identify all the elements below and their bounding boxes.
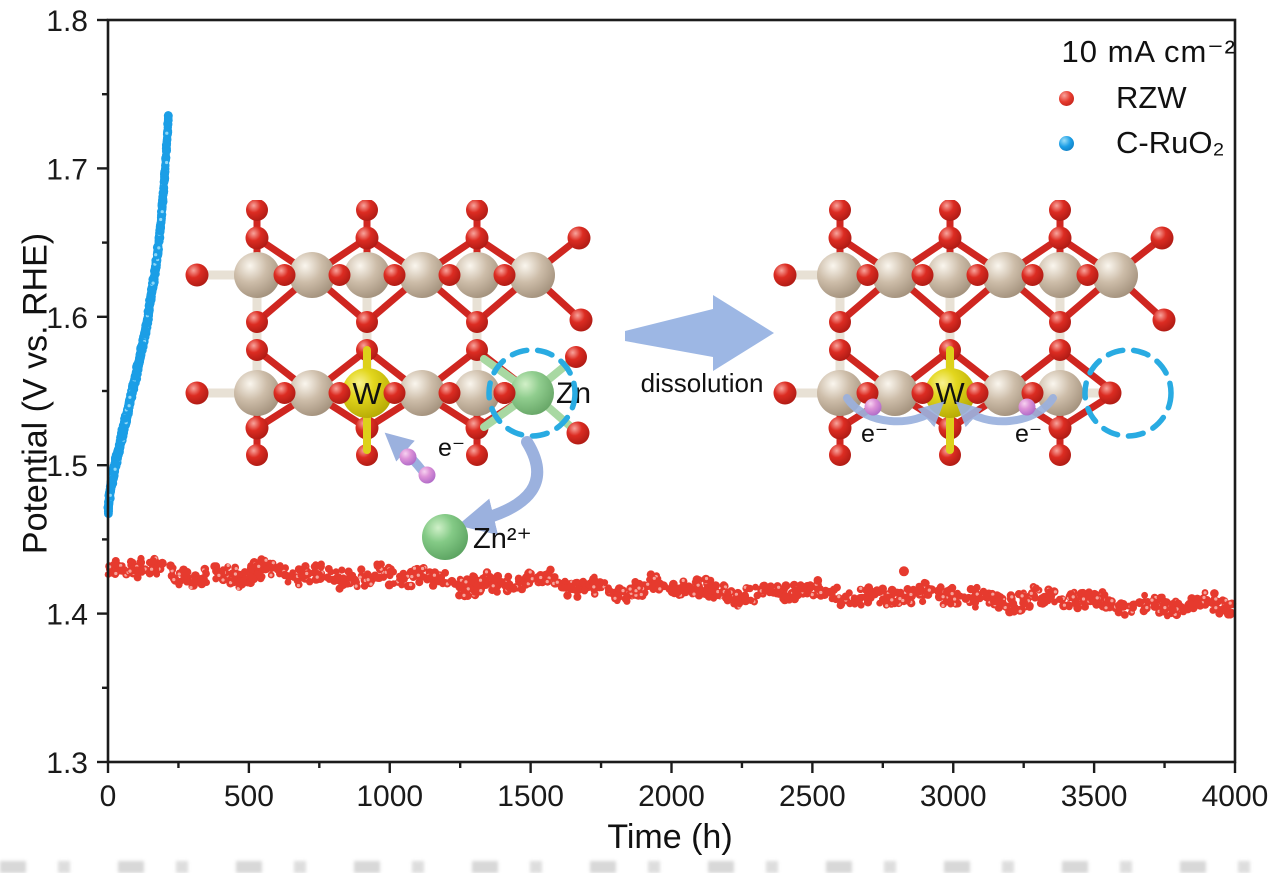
ru-atom [872, 252, 918, 298]
svg-text:3500: 3500 [1061, 780, 1128, 813]
electron-ball [418, 466, 436, 484]
electron-label: e⁻ [861, 420, 888, 448]
legend-entry-rzw: RZW [1057, 80, 1236, 115]
x-axis-title: Time (h) [607, 818, 733, 856]
ru-atom [927, 252, 973, 298]
ru-atom [982, 370, 1028, 416]
cruo2-label: C-RuO₂ [1116, 125, 1225, 160]
outlier-point [898, 566, 909, 577]
electron-ball [864, 398, 882, 416]
dissolution-arrow-icon [625, 295, 774, 371]
ru-atom [817, 252, 863, 298]
electron-ball [1018, 398, 1036, 416]
cropped-caption-strip [0, 861, 1280, 873]
svg-text:1000: 1000 [356, 780, 423, 813]
rzw-label: RZW [1116, 80, 1187, 115]
electron-arc-left [843, 394, 945, 428]
svg-text:1.3: 1.3 [46, 747, 88, 780]
crystal-structure-with-zn: W Zne⁻Zn²⁺ [185, 200, 593, 560]
zn-site-dashed-circle [486, 347, 578, 439]
legend: 10 mA cm⁻² RZW C-RuO₂ [1057, 34, 1236, 160]
ru-atom [344, 252, 390, 298]
zn-ion-label: Zn²⁺ [473, 523, 532, 555]
series-rzw [104, 554, 1237, 620]
ru-atom [234, 252, 280, 298]
rzw-marker-icon [1059, 90, 1074, 106]
y-axis-title: Potential (V vs. RHE) [16, 232, 55, 555]
zn-vacancy-dashed-circle [1082, 347, 1174, 439]
svg-text:4000: 4000 [1202, 780, 1269, 813]
w-atom [342, 368, 392, 418]
electron-label: e⁻ [438, 434, 465, 462]
series-cruo [103, 111, 173, 518]
ru-atom [1092, 252, 1138, 298]
axis-ticks [97, 18, 1237, 773]
ru-atom [234, 370, 280, 416]
electron-hopping-overlay: e⁻ e⁻ [843, 394, 1057, 448]
zn-atom [510, 371, 554, 415]
tick-labels: 0 500 1000 1500 2000 2500 3000 3500 4000 1.3 1.4 1.… [46, 5, 1268, 813]
ru-atom [872, 370, 918, 416]
ru-atom [509, 252, 555, 298]
ru-atom [289, 252, 335, 298]
dissolution-label: dissolution [640, 368, 764, 398]
svg-text:1.8: 1.8 [46, 5, 88, 38]
zn-dissolution-overlay: e⁻ Zn²⁺ [384, 432, 544, 560]
svg-text:3000: 3000 [920, 780, 987, 813]
svg-text:1.5: 1.5 [46, 450, 88, 483]
legend-entry-cruo2: C-RuO₂ [1057, 125, 1236, 160]
electron-ball [399, 448, 417, 466]
zn-ion-ball [422, 514, 468, 560]
svg-text:1500: 1500 [497, 780, 564, 813]
ru-atom [982, 252, 1028, 298]
svg-text:1.4: 1.4 [46, 599, 88, 632]
ru-atom [454, 252, 500, 298]
electron-arc-right [955, 394, 1057, 428]
svg-text:1.7: 1.7 [46, 153, 88, 186]
ru-atom [1037, 252, 1083, 298]
cruo2-marker-icon [1059, 135, 1074, 151]
electron-label: e⁻ [1015, 420, 1042, 448]
ru-atom [399, 252, 445, 298]
ru-atom [399, 370, 445, 416]
w-atom-label: W [352, 376, 382, 411]
zn-leaving-arrow [457, 436, 544, 535]
svg-text:0: 0 [100, 780, 117, 813]
ru-atom [289, 370, 335, 416]
residual-o-atom [1098, 381, 1122, 405]
svg-text:1.6: 1.6 [46, 302, 88, 335]
current-density-annotation: 10 mA cm⁻² [1061, 34, 1236, 69]
svg-text:500: 500 [224, 780, 274, 813]
svg-text:2500: 2500 [779, 780, 846, 813]
crystal-structure-zn-vacancy: We⁻ e⁻ [773, 200, 1176, 466]
svg-text:2000: 2000 [638, 780, 705, 813]
